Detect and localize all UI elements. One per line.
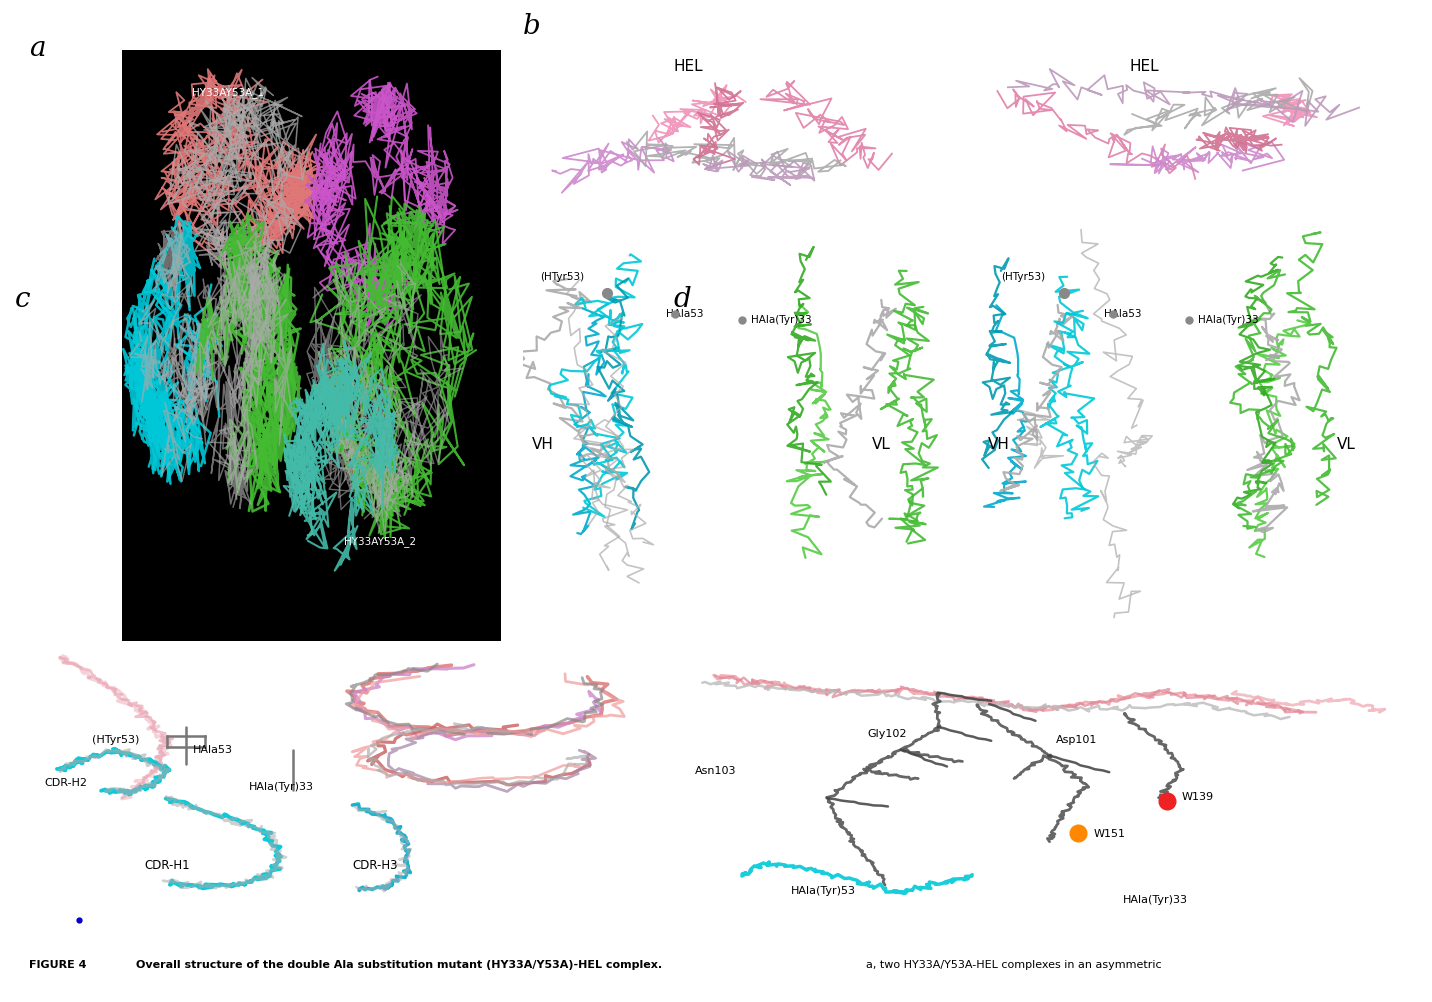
Text: a, two HY33A/Y53A-HEL complexes in an asymmetric: a, two HY33A/Y53A-HEL complexes in an as… — [866, 960, 1161, 970]
Text: HAla(Tyr)33: HAla(Tyr)33 — [750, 315, 812, 325]
Text: HAla53: HAla53 — [1104, 309, 1141, 319]
Text: VL: VL — [1337, 437, 1356, 452]
Text: Gly102: Gly102 — [866, 729, 906, 739]
Text: HAla53: HAla53 — [666, 309, 703, 319]
Text: FIGURE 4: FIGURE 4 — [29, 960, 86, 970]
Text: VH: VH — [988, 437, 1010, 452]
Text: HAla(Tyr)53: HAla(Tyr)53 — [790, 886, 856, 896]
Text: HAla(Tyr)33: HAla(Tyr)33 — [1199, 315, 1259, 325]
Text: CDR-H2: CDR-H2 — [44, 778, 87, 788]
Text: VH: VH — [531, 437, 554, 452]
Text: W151: W151 — [1093, 829, 1126, 839]
Text: HY33AY53A_2: HY33AY53A_2 — [344, 536, 415, 546]
Text: d: d — [673, 286, 690, 313]
Text: HEL: HEL — [1130, 59, 1160, 74]
Text: c: c — [14, 286, 30, 313]
Text: (HTyr53): (HTyr53) — [1001, 273, 1045, 283]
Text: CDR-H3: CDR-H3 — [352, 859, 398, 872]
Text: W139: W139 — [1181, 792, 1214, 802]
Text: Overall structure of the double Ala substitution mutant (HY33A/Y53A)-HEL complex: Overall structure of the double Ala subs… — [136, 960, 662, 970]
Text: a: a — [29, 35, 46, 62]
Text: Asn103: Asn103 — [695, 767, 736, 777]
Text: HY33AY53A_1: HY33AY53A_1 — [192, 87, 263, 98]
Text: HEL: HEL — [673, 59, 703, 74]
Text: Asp101: Asp101 — [1057, 734, 1098, 744]
Text: HAla(Tyr)33: HAla(Tyr)33 — [1123, 895, 1187, 905]
Text: CDR-H1: CDR-H1 — [145, 859, 190, 872]
Text: (HTyr53): (HTyr53) — [540, 273, 584, 283]
Text: VL: VL — [872, 437, 891, 452]
Text: HAla53: HAla53 — [192, 744, 232, 755]
Text: (HTyr53): (HTyr53) — [92, 734, 139, 744]
Text: b: b — [523, 13, 540, 40]
Text: HAla(Tyr)33: HAla(Tyr)33 — [249, 782, 314, 792]
